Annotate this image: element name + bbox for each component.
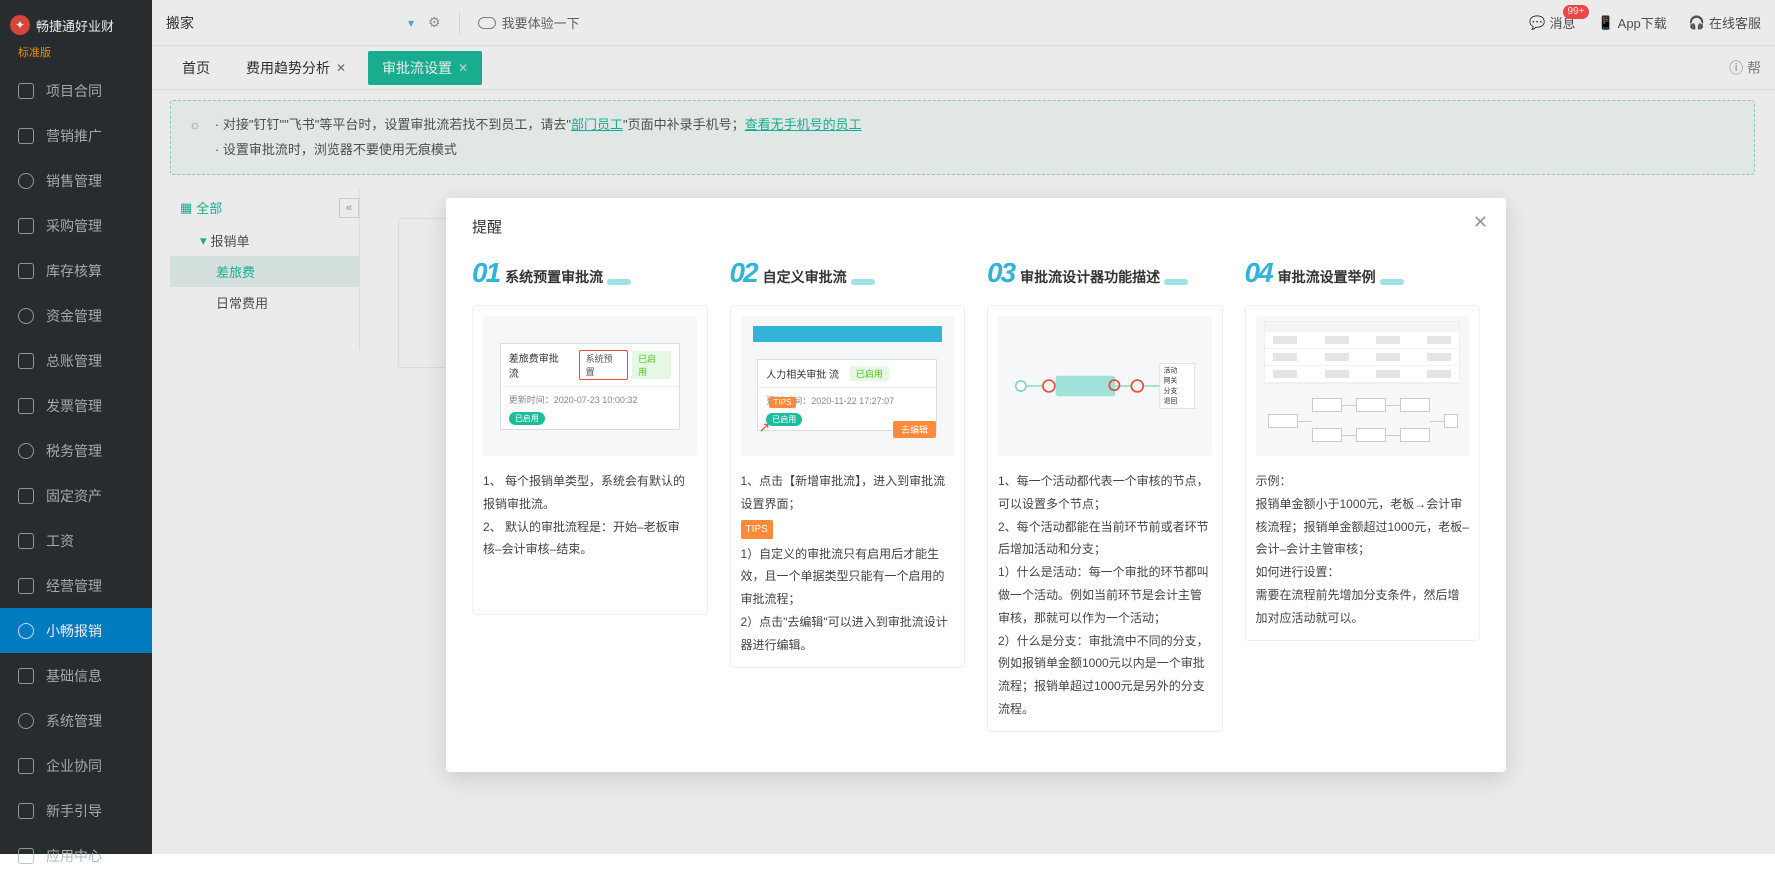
guide-body: 差旅费审批流 系统预置已启用 更新时间：2020-07-23 10:00:32 … xyxy=(472,305,708,615)
guide-illustration: 差旅费审批流 系统预置已启用 更新时间：2020-07-23 10:00:32 … xyxy=(483,316,697,456)
guide-text: 1、每一个活动都代表一个审核的节点，可以设置多个节点； 2、每个活动都能在当前环… xyxy=(998,470,1212,721)
tip-modal: 提醒 ✕ 01 系统预置审批流 差旅费审批流 系统预置已启用 更新时间：2020… xyxy=(446,198,1506,772)
guide-head: 02 自定义审批流 xyxy=(730,257,966,289)
guide-illustration xyxy=(1256,316,1470,456)
guide-text: 1、 每个报销单类型，系统会有默认的报销审批流。 2、 默认的审批流程是：开始–… xyxy=(483,470,697,561)
guide-number: 02 xyxy=(730,257,757,289)
modal-close-button[interactable]: ✕ xyxy=(1473,212,1488,233)
guide-card-4: 04 审批流设置举例 xyxy=(1245,257,1481,732)
guide-illustration: 人力相关审批 流 已启用 更新时间：2020-11-22 17:27:07 已启… xyxy=(741,316,955,456)
guide-number: 01 xyxy=(472,257,499,289)
tips-tag: TIPS xyxy=(741,520,773,539)
guide-body: 人力相关审批 流 已启用 更新时间：2020-11-22 17:27:07 已启… xyxy=(730,305,966,668)
guide-number: 03 xyxy=(987,257,1014,289)
guide-head: 04 审批流设置举例 xyxy=(1245,257,1481,289)
modal-title: 提醒 xyxy=(472,216,1480,237)
guide-number: 04 xyxy=(1245,257,1272,289)
guide-body: 活动 网关 分支 退回 1、每一个活动都代表一个审核的节点，可以设置多个节点； … xyxy=(987,305,1223,732)
guide-title: 系统预置审批流 xyxy=(505,267,603,287)
guide-head: 01 系统预置审批流 xyxy=(472,257,708,289)
guide-card-1: 01 系统预置审批流 差旅费审批流 系统预置已启用 更新时间：2020-07-2… xyxy=(472,257,708,732)
guide-body: 示例： 报销单金额小于1000元，老板→会计审核流程；报销单金额超过1000元，… xyxy=(1245,305,1481,641)
guide-text: 示例： 报销单金额小于1000元，老板→会计审核流程；报销单金额超过1000元，… xyxy=(1256,470,1470,630)
arrow-icon: ↗ xyxy=(759,419,771,436)
guide-card-2: 02 自定义审批流 人力相关审批 流 已启用 更新时间：2020-11-22 1… xyxy=(730,257,966,732)
guide-card-3: 03 审批流设计器功能描述 活动 网关 分支 退回 1、每一个活动都代表一个审核… xyxy=(987,257,1223,732)
guide-text: 1、点击【新增审批流】，进入到审批流设置界面； TIPS 1）自定义的审批流只有… xyxy=(741,470,955,657)
guide-title: 审批流设置举例 xyxy=(1278,267,1376,287)
guide-cards: 01 系统预置审批流 差旅费审批流 系统预置已启用 更新时间：2020-07-2… xyxy=(472,257,1480,732)
guide-illustration: 活动 网关 分支 退回 xyxy=(998,316,1212,456)
guide-title: 自定义审批流 xyxy=(763,267,847,287)
guide-head: 03 审批流设计器功能描述 xyxy=(987,257,1223,289)
guide-title: 审批流设计器功能描述 xyxy=(1020,267,1160,287)
